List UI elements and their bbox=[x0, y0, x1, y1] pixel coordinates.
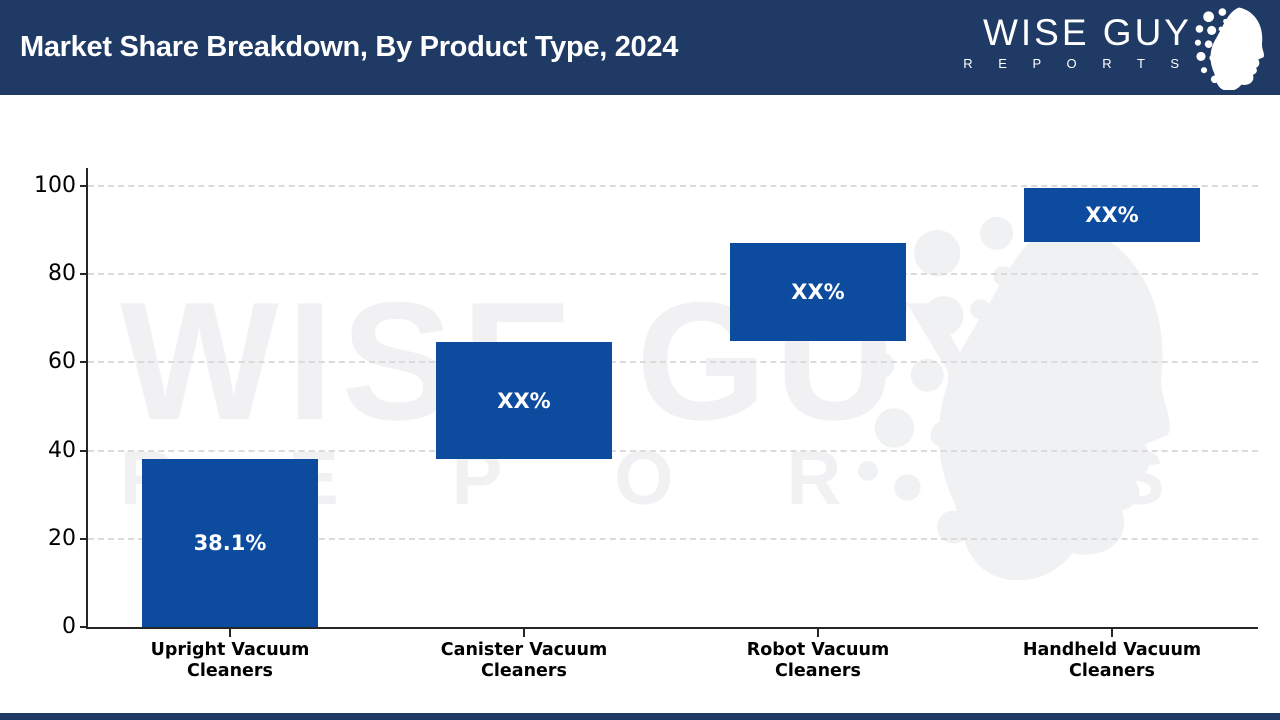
bar-upright-vacuum-cleaners: 38.1% bbox=[142, 458, 318, 627]
y-tick-mark bbox=[80, 273, 88, 276]
y-tick-mark bbox=[80, 626, 88, 628]
category-label-line: Cleaners bbox=[187, 661, 273, 681]
y-tick-mark bbox=[80, 537, 88, 540]
bar-handheld-vacuum-cleaners: XX% bbox=[1024, 187, 1200, 242]
category-label-line: Cleaners bbox=[775, 661, 861, 681]
wise-guy-logo: WISE GUY R E P O R T S bbox=[963, 14, 1192, 70]
logo-subtitle: R E P O R T S bbox=[963, 56, 1190, 71]
category-label-line: Upright Vacuum bbox=[150, 640, 310, 660]
gridline bbox=[88, 361, 1258, 364]
gridline bbox=[88, 185, 1258, 187]
y-tick-label: 0 bbox=[62, 614, 76, 639]
category-label-line: Canister Vacuum bbox=[440, 640, 608, 660]
category-label: Canister Vacuum Cleaners bbox=[374, 640, 674, 682]
category-label-line: Handheld Vacuum bbox=[1022, 640, 1202, 660]
logo-wordmark: WISE GUY bbox=[982, 12, 1192, 53]
x-tick-mark bbox=[229, 629, 231, 637]
gridline bbox=[88, 273, 1258, 276]
footer-bar bbox=[0, 713, 1280, 720]
x-tick-mark bbox=[817, 629, 819, 637]
bar-value-label: XX% bbox=[1085, 202, 1139, 227]
y-tick-label: 80 bbox=[48, 261, 76, 287]
category-label-line: Cleaners bbox=[481, 661, 567, 681]
gridline bbox=[88, 449, 1258, 452]
category-label: Handheld Vacuum Cleaners bbox=[962, 640, 1262, 682]
y-tick-label: 60 bbox=[48, 349, 76, 375]
bar-value-label: XX% bbox=[791, 280, 845, 305]
x-tick-mark bbox=[523, 629, 525, 637]
bar-robot-vacuum-cleaners: XX% bbox=[730, 243, 906, 342]
y-tick-label: 20 bbox=[48, 525, 76, 551]
bar-canister-vacuum-cleaners: XX% bbox=[436, 342, 612, 459]
y-tick-label: 100 bbox=[34, 173, 76, 198]
category-label-line: Cleaners bbox=[1069, 661, 1155, 681]
x-axis bbox=[86, 627, 1258, 629]
category-label-line: Robot Vacuum bbox=[746, 640, 890, 660]
y-tick-mark bbox=[80, 185, 88, 187]
bar-value-label: 38.1% bbox=[193, 530, 267, 555]
y-tick-label: 40 bbox=[48, 437, 76, 463]
y-tick-mark bbox=[80, 449, 88, 452]
logo-head-icon bbox=[1194, 7, 1264, 90]
y-axis bbox=[86, 168, 88, 629]
category-label: Upright Vacuum Cleaners bbox=[80, 640, 380, 682]
page-title: Market Share Breakdown, By Product Type,… bbox=[20, 31, 679, 63]
y-tick-mark bbox=[80, 361, 88, 364]
gridline bbox=[88, 537, 1258, 540]
x-tick-mark bbox=[1111, 629, 1113, 637]
chart-header: Market Share Breakdown, By Product Type,… bbox=[0, 0, 1280, 95]
bar-value-label: XX% bbox=[497, 388, 551, 413]
category-label: Robot Vacuum Cleaners bbox=[668, 640, 968, 682]
